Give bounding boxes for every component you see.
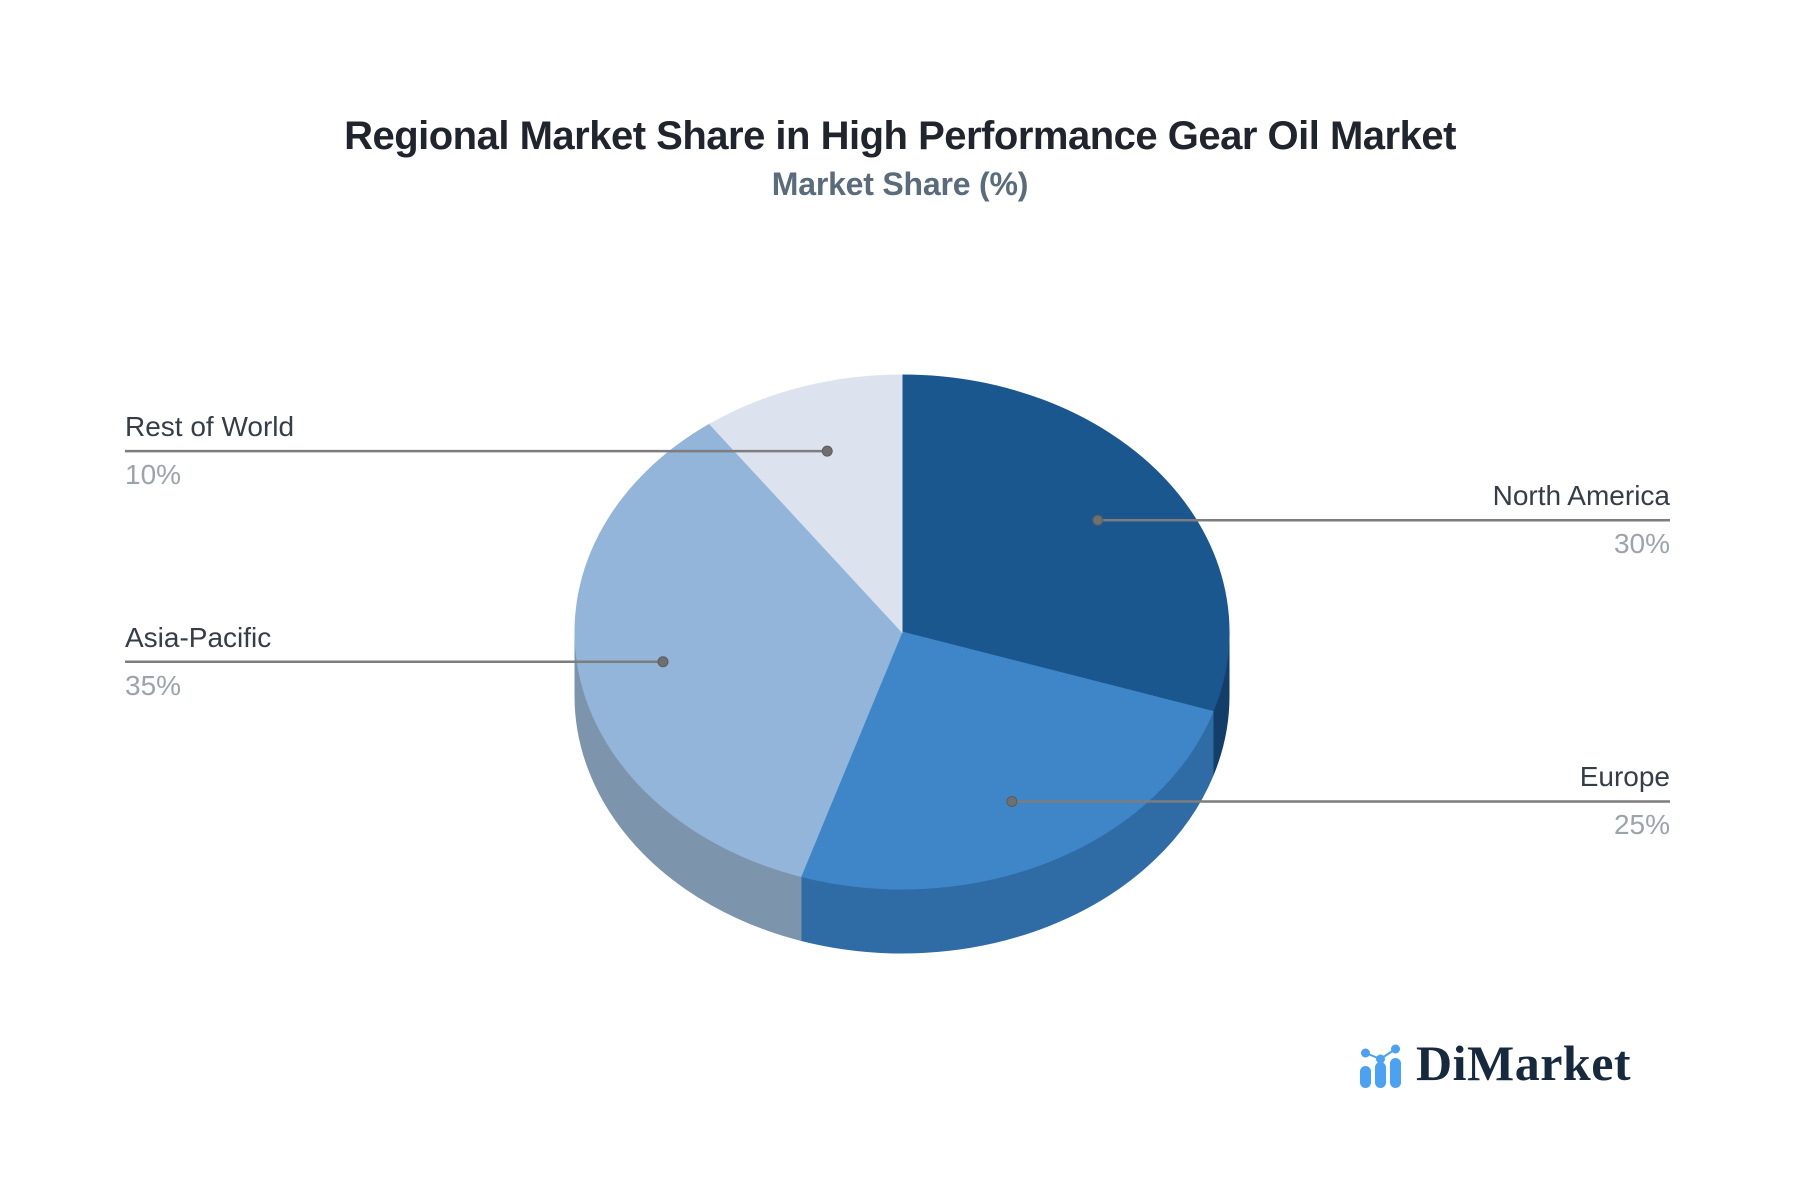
brand-logo: DiMarket [1360, 1036, 1631, 1088]
bar-chart-trend-icon [1360, 1044, 1401, 1088]
callout-dot-rest-of-world [821, 445, 833, 457]
pie-slice-rest-of-world[interactable] [708, 374, 903, 634]
callout-label-north-america: North America [1492, 480, 1670, 512]
brand-logo-text: DiMarket [1416, 1035, 1632, 1091]
callout-label-europe: Europe [1579, 761, 1670, 793]
pie-slice-asia-pacific[interactable] [574, 423, 903, 878]
pie-slice-europe[interactable] [800, 631, 1214, 890]
callout-dot-north-america [1092, 514, 1104, 526]
callout-dot-europe [1006, 795, 1018, 807]
callout-label-asia-pacific: Asia-Pacific [125, 621, 272, 653]
callout-value-europe: 25% [1613, 809, 1670, 841]
callout-dot-asia-pacific [657, 656, 669, 668]
callout-label-rest-of-world: Rest of World [125, 411, 295, 443]
chart-title: Regional Market Share in High Performanc… [344, 114, 1456, 158]
callout-value-north-america: 30% [1613, 528, 1670, 560]
callout-value-rest-of-world: 10% [125, 459, 182, 491]
callout-value-asia-pacific: 35% [125, 669, 182, 701]
pie-slice-north-america[interactable] [901, 374, 1230, 713]
chart-subtitle: Market Share (%) [771, 166, 1029, 202]
